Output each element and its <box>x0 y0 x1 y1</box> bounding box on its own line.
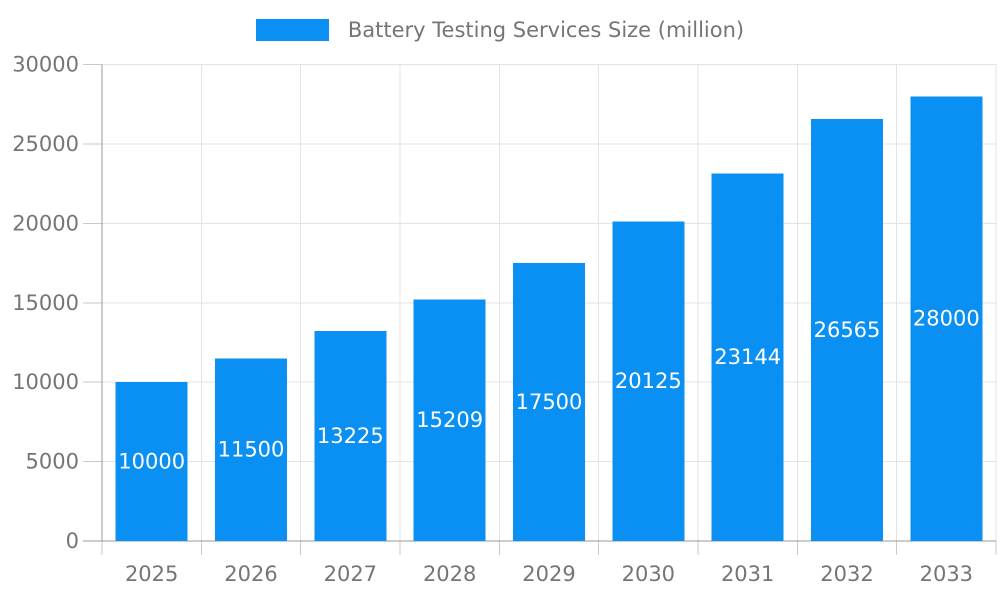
bar[interactable] <box>314 330 387 541</box>
legend-swatch <box>255 19 329 41</box>
legend-label: Battery Testing Services Size (million) <box>347 18 745 42</box>
y-axis-tick-label: 5000 <box>26 450 79 474</box>
y-axis-tick-label: 20000 <box>12 211 79 235</box>
x-axis-tick-label: 2026 <box>224 562 277 586</box>
x-axis-tick-label: 2025 <box>125 562 178 586</box>
bar[interactable] <box>910 96 983 542</box>
bar-value-label: 13225 <box>317 424 384 448</box>
y-axis-tick-label: 0 <box>66 529 79 553</box>
bar-value-label: 23144 <box>714 345 781 369</box>
bar-value-label: 11500 <box>218 438 285 462</box>
y-axis-tick-label: 30000 <box>12 53 79 77</box>
bar[interactable] <box>711 173 784 542</box>
x-axis-tick-label: 2033 <box>920 562 973 586</box>
bar[interactable] <box>215 358 287 541</box>
bar[interactable] <box>612 221 685 542</box>
bar-value-label: 28000 <box>913 307 980 331</box>
x-axis-tick-label: 2032 <box>820 562 873 586</box>
chart-legend[interactable]: Battery Testing Services Size (million) <box>0 18 1000 42</box>
bar[interactable] <box>513 263 585 541</box>
x-axis-tick-label: 2027 <box>324 562 377 586</box>
bar[interactable] <box>811 119 883 541</box>
x-axis-tick-label: 2029 <box>522 562 575 586</box>
bar-value-label: 10000 <box>118 450 185 474</box>
x-axis-tick-label: 2028 <box>423 562 476 586</box>
y-axis-tick-label: 25000 <box>12 132 79 156</box>
bar-value-label: 26565 <box>814 318 881 342</box>
bar[interactable] <box>413 299 486 541</box>
y-axis-tick-label: 10000 <box>12 370 79 394</box>
bar[interactable] <box>115 382 188 541</box>
x-axis-tick-label: 2031 <box>721 562 774 586</box>
x-axis-tick-label: 2030 <box>622 562 675 586</box>
bar-value-label: 17500 <box>516 390 583 414</box>
y-axis-tick-label: 15000 <box>12 291 79 315</box>
bar-value-label: 20125 <box>615 369 682 393</box>
bar-value-label: 15209 <box>416 408 483 432</box>
